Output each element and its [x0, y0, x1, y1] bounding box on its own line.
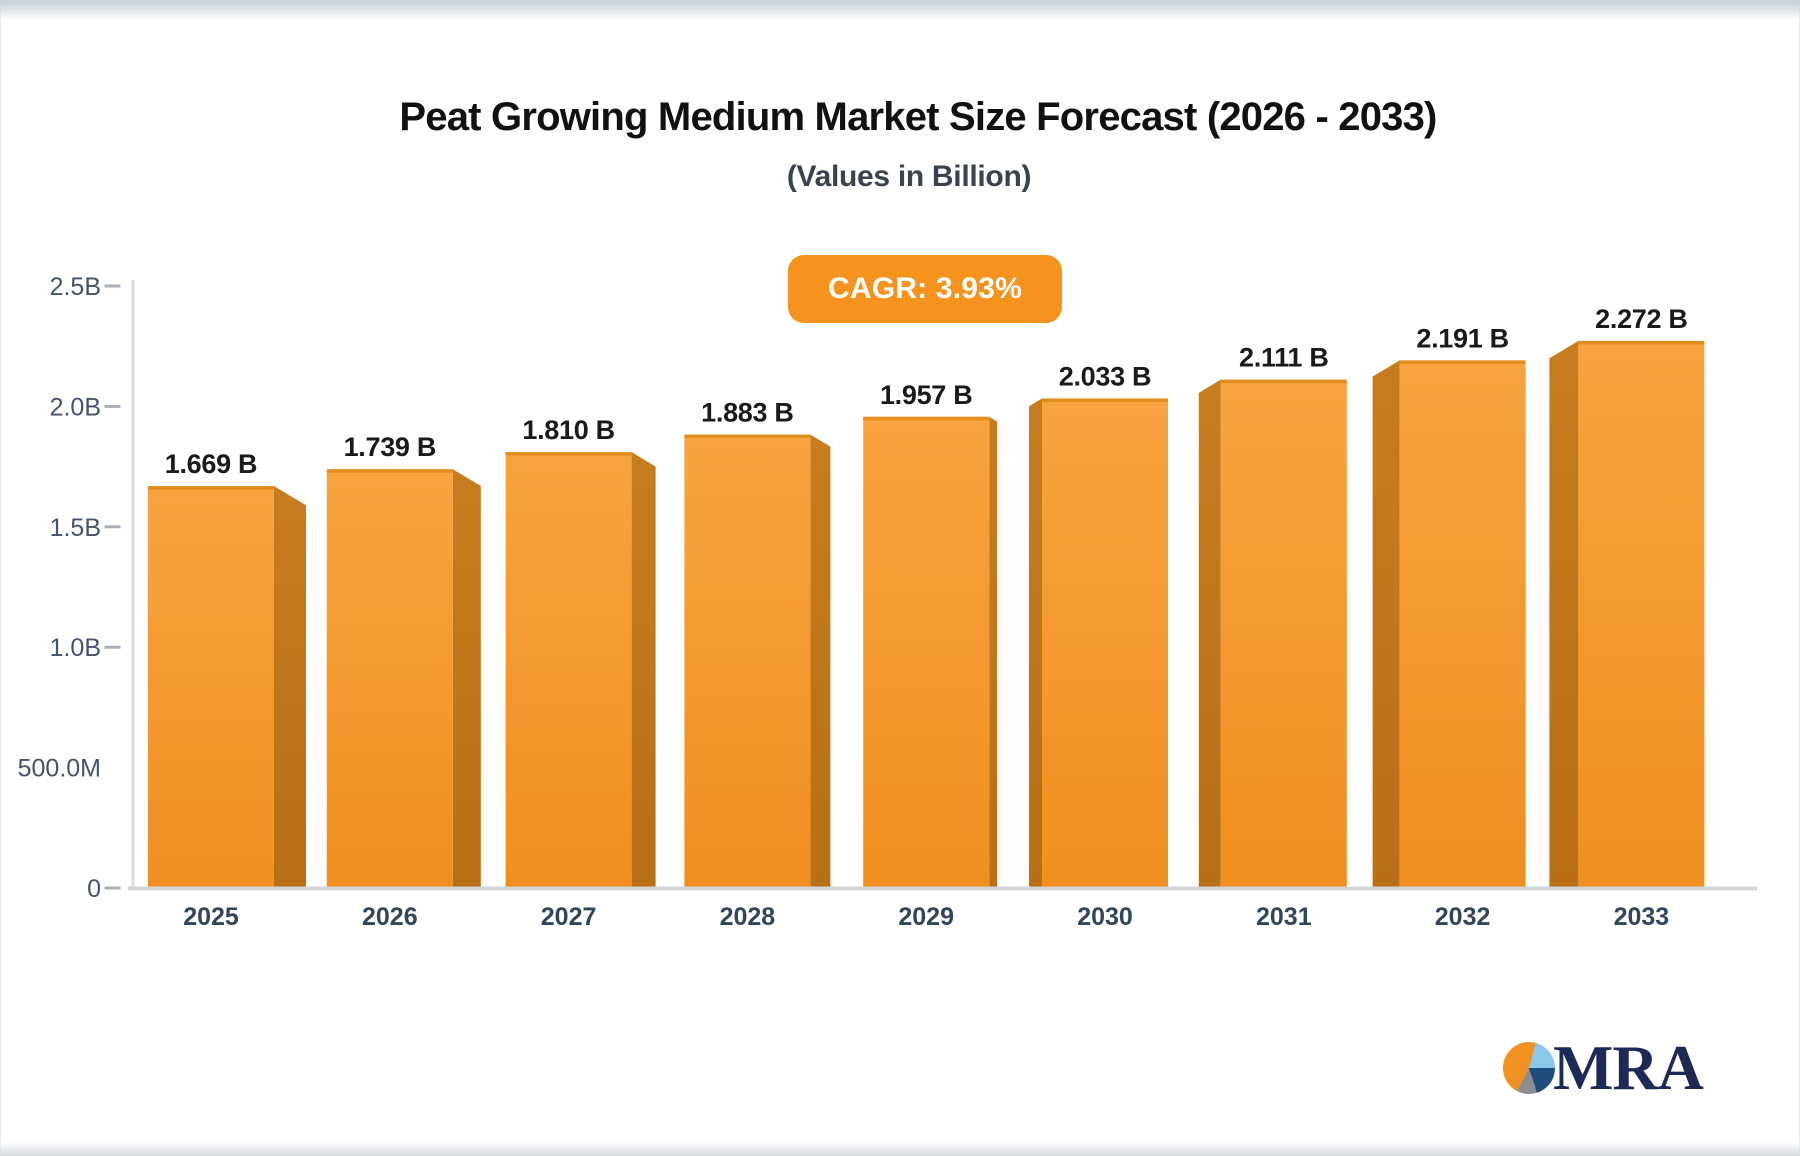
value-label-2025: 1.669 B — [165, 449, 257, 479]
value-label-2030: 2.033 B — [1059, 361, 1151, 391]
x-category-label-2031: 2031 — [1256, 903, 1312, 931]
bar-2028 — [684, 434, 811, 888]
bar-2029 — [863, 416, 990, 888]
bar-top-edge-2033 — [1578, 340, 1705, 345]
x-category-label-2026: 2026 — [362, 903, 418, 931]
bar-2025 — [148, 486, 274, 888]
y-tick-dash-2.0B — [104, 404, 121, 408]
bar-side-2027 — [631, 452, 656, 888]
bar-2032 — [1399, 360, 1526, 888]
bar-side-2029 — [989, 416, 998, 888]
brand-logo-text: MRA — [1553, 1032, 1704, 1103]
x-category-label-2025: 2025 — [183, 903, 239, 931]
bar-side-2026 — [452, 469, 481, 888]
y-tick-label-1.5B: 1.5B — [50, 514, 101, 542]
value-label-2032: 2.191 B — [1416, 323, 1508, 353]
bar-2033 — [1578, 340, 1705, 888]
bar-2026 — [326, 469, 453, 888]
x-category-label-2030: 2030 — [1077, 903, 1133, 931]
x-category-label-2033: 2033 — [1614, 903, 1670, 931]
y-tick-dash-1.5B — [104, 525, 121, 529]
bar-2030 — [1042, 398, 1168, 888]
x-category-label-2029: 2029 — [898, 903, 954, 931]
brand-logo: MRA — [1503, 1032, 1704, 1103]
cagr-badge: CAGR: 3.93% — [788, 255, 1062, 323]
y-tick-label-500.0M: 500.0M — [18, 755, 101, 783]
bar-top-edge-2031 — [1220, 379, 1347, 384]
y-tick-dash-2.5B — [104, 284, 121, 288]
bar-top-edge-2025 — [148, 486, 274, 490]
bar-side-2030 — [1029, 398, 1042, 888]
y-tick-label-0: 0 — [87, 875, 101, 903]
x-category-label-2027: 2027 — [541, 903, 597, 931]
bar-side-2025 — [274, 486, 306, 888]
y-tick-label-1.0B: 1.0B — [50, 634, 101, 662]
y-tick-dash-1.0B — [104, 645, 121, 649]
y-tick-dash-0 — [104, 886, 121, 890]
bar-top-edge-2026 — [326, 469, 453, 473]
bar-2031 — [1220, 379, 1347, 888]
value-label-2028: 1.883 B — [701, 398, 793, 428]
cagr-badge-label: CAGR: 3.93% — [828, 272, 1022, 305]
value-label-2033: 2.272 B — [1595, 304, 1687, 334]
y-tick-label-2.5B: 2.5B — [50, 273, 101, 301]
y-axis-line — [131, 280, 135, 890]
bar-side-2033 — [1549, 340, 1579, 888]
y-tick-label-2.0B: 2.0B — [50, 393, 101, 421]
x-axis-baseline — [128, 886, 1757, 891]
value-label-2026: 1.739 B — [344, 432, 436, 462]
value-label-2031: 2.111 B — [1239, 343, 1329, 373]
bar-top-edge-2030 — [1042, 398, 1168, 402]
value-label-2027: 1.810 B — [522, 415, 614, 445]
x-category-label-2028: 2028 — [720, 903, 776, 931]
chart-subtitle: (Values in Billion) — [786, 160, 1032, 193]
bar-side-2032 — [1372, 360, 1400, 888]
value-label-2029: 1.957 B — [880, 380, 972, 410]
bar-side-2031 — [1198, 379, 1221, 888]
chart-title: Peat Growing Medium Market Size Forecast… — [399, 95, 1437, 139]
bar-top-edge-2029 — [863, 416, 990, 421]
bar-top-edge-2027 — [505, 452, 632, 456]
bar-2027 — [505, 452, 632, 888]
bar-top-edge-2028 — [684, 434, 811, 439]
bar-side-2028 — [810, 434, 831, 888]
bar-top-edge-2032 — [1399, 360, 1526, 364]
x-category-label-2032: 2032 — [1435, 903, 1491, 931]
pie-chart-logo-icon — [1503, 1042, 1555, 1094]
